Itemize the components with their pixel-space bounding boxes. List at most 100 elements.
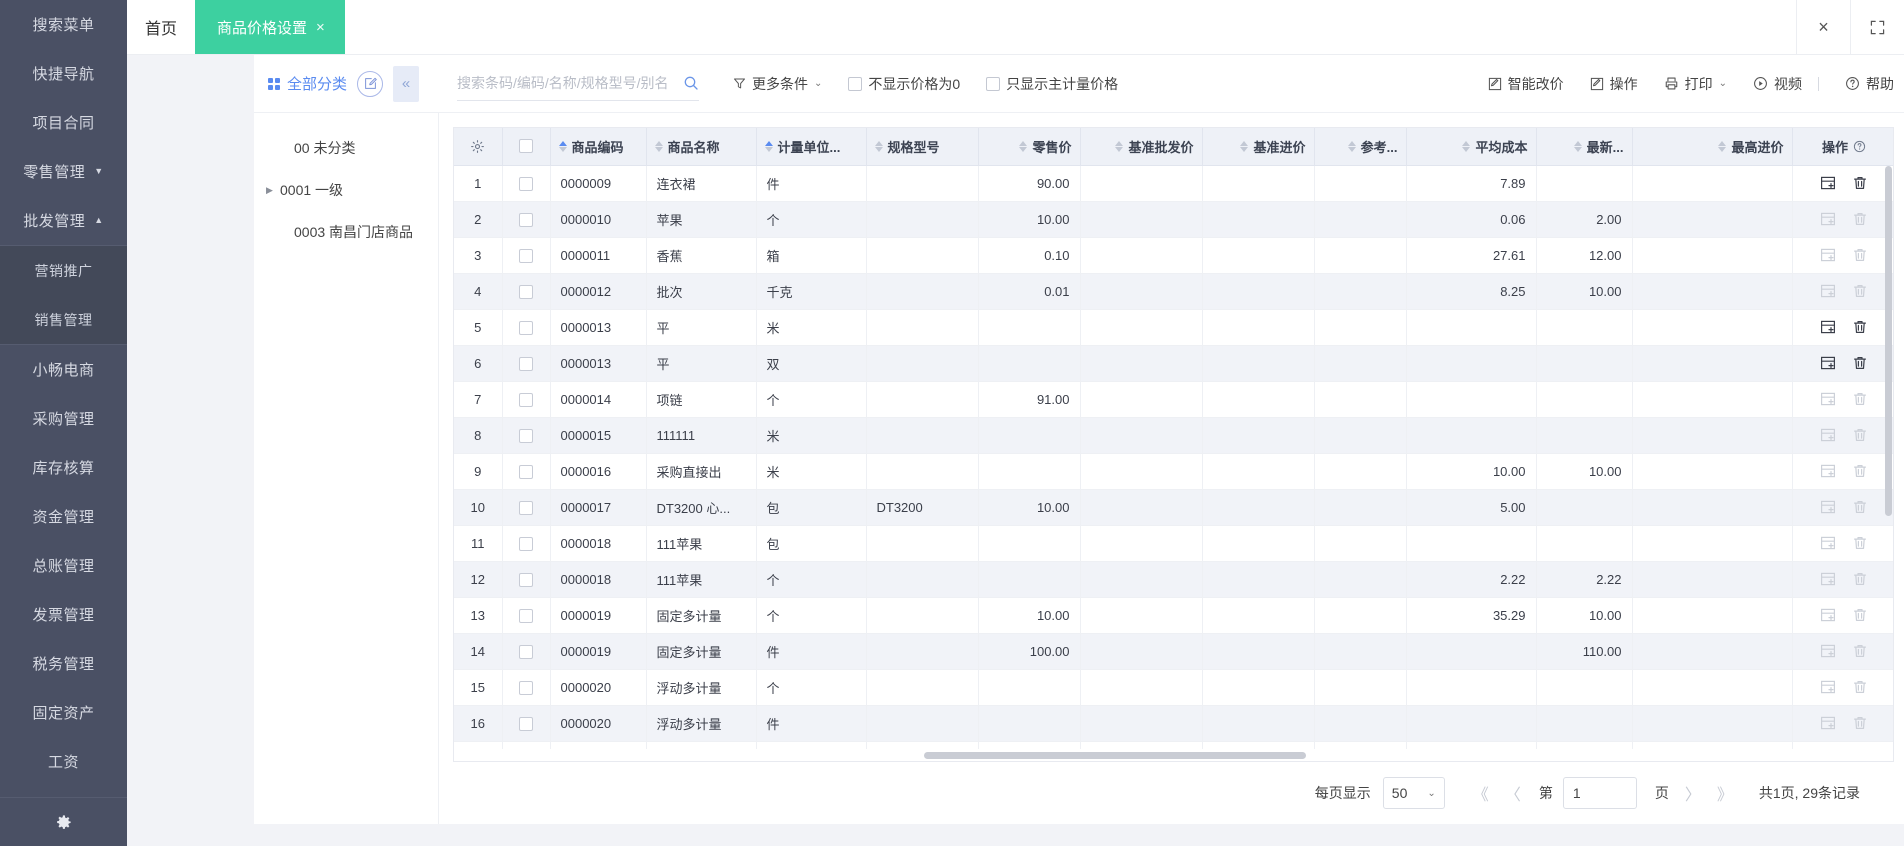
checkbox-hide-zero-price[interactable]: 不显示价格为0 (848, 74, 960, 94)
cell-actions[interactable] (1792, 453, 1893, 490)
sidebar-item-xiaochang-ecommerce[interactable]: 小畅电商 (0, 345, 127, 394)
print-button[interactable]: 打印 ⌄ (1664, 74, 1727, 94)
add-record-icon[interactable] (1820, 247, 1836, 263)
table-row[interactable]: 5 0000013 平米 (454, 309, 1893, 346)
delete-icon[interactable] (1852, 571, 1868, 587)
table-row[interactable]: 11 0000018 111苹果包 (454, 525, 1893, 562)
sort-icon[interactable] (1573, 140, 1582, 152)
cell-actions[interactable] (1792, 597, 1893, 634)
column-header-spec[interactable]: 规格型号 (866, 128, 979, 166)
operate-button[interactable]: 操作 (1590, 74, 1638, 94)
delete-icon[interactable] (1852, 535, 1868, 551)
table-row[interactable]: 1 0000009 连衣裙件 90.00 7.89 (454, 165, 1893, 202)
page-number-input[interactable] (1562, 777, 1637, 809)
column-settings-header[interactable] (454, 128, 503, 166)
checkbox-icon[interactable] (519, 680, 533, 695)
delete-icon[interactable] (1852, 643, 1868, 659)
sidebar-item-quick-nav[interactable]: 快捷导航 (0, 49, 127, 98)
row-checkbox-cell[interactable] (502, 381, 551, 418)
cell-actions[interactable] (1792, 309, 1893, 346)
add-record-icon[interactable] (1820, 355, 1836, 371)
column-header-code[interactable]: 商品编码 (550, 128, 647, 166)
cell-actions[interactable] (1792, 705, 1893, 742)
scrollbar-thumb[interactable] (1885, 166, 1892, 516)
table-row[interactable]: 15 0000020 浮动多计量个 (454, 669, 1893, 706)
delete-icon[interactable] (1852, 715, 1868, 731)
edit-category-button[interactable] (357, 70, 384, 97)
cell-actions[interactable] (1792, 237, 1893, 274)
cell-actions[interactable] (1792, 417, 1893, 454)
add-record-icon[interactable] (1820, 643, 1836, 659)
row-checkbox-cell[interactable] (502, 597, 551, 634)
row-checkbox-cell[interactable] (502, 273, 551, 310)
video-button[interactable]: 视频 (1753, 74, 1802, 94)
delete-icon[interactable] (1852, 391, 1868, 407)
table-row[interactable]: 8 0000015 111111 米 (454, 417, 1893, 454)
vertical-scrollbar[interactable] (1885, 166, 1892, 748)
last-page-button[interactable]: 》 (1716, 787, 1733, 804)
question-circle-icon[interactable] (1853, 140, 1866, 153)
add-record-icon[interactable] (1820, 535, 1836, 551)
delete-icon[interactable] (1852, 463, 1868, 479)
table-row[interactable]: 3 0000011 香蕉箱 0.10 27.61 12.00 (454, 237, 1893, 274)
checkbox-icon[interactable] (519, 356, 533, 371)
checkbox-icon[interactable] (519, 572, 533, 587)
add-record-icon[interactable] (1820, 571, 1836, 587)
per-page-select[interactable]: 50 ⌄ (1382, 777, 1445, 809)
delete-icon[interactable] (1852, 355, 1868, 371)
add-record-icon[interactable] (1820, 319, 1836, 335)
column-header-reference[interactable]: 参考... (1314, 128, 1407, 166)
checkbox-icon[interactable] (519, 139, 533, 154)
row-checkbox-cell[interactable] (502, 633, 551, 670)
sort-icon[interactable] (874, 140, 883, 152)
sort-icon[interactable] (1019, 140, 1028, 152)
window-close-button[interactable]: × (1796, 0, 1850, 54)
table-row[interactable]: 9 0000016 采购直接出米 10.00 10.00 (454, 453, 1893, 490)
sidebar-item-fixed-assets[interactable]: 固定资产 (0, 688, 127, 737)
select-all-header[interactable] (502, 128, 551, 166)
checkbox-main-unit-only[interactable]: 只显示主计量价格 (986, 74, 1118, 94)
checkbox-icon[interactable] (519, 608, 533, 623)
table-row[interactable]: 16 0000020 浮动多计量件 (454, 705, 1893, 742)
delete-icon[interactable] (1852, 283, 1868, 299)
search-box[interactable] (457, 67, 699, 101)
table-row[interactable]: 14 0000019 固定多计量件 100.00 110.00 (454, 633, 1893, 670)
add-record-icon[interactable] (1820, 391, 1836, 407)
sidebar-item-salary[interactable]: 工资 (0, 737, 127, 786)
column-header-base-wholesale-price[interactable]: 基准批发价 (1080, 128, 1203, 166)
checkbox-icon[interactable] (519, 392, 533, 407)
search-input[interactable] (457, 75, 677, 91)
table-row[interactable]: 17 0000021呵呵呵千克 (454, 741, 1893, 749)
sidebar-item-marketing-promotion[interactable]: 营销推广 (0, 246, 127, 295)
sidebar-item-purchase-management[interactable]: 采购管理 (0, 394, 127, 443)
sidebar-item-fund-management[interactable]: 资金管理 (0, 492, 127, 541)
sort-icon[interactable] (654, 140, 663, 152)
cell-actions[interactable] (1792, 489, 1893, 526)
sidebar-item-wholesale-management[interactable]: 批发管理 ▲ (0, 196, 127, 245)
sidebar-item-sales-management[interactable]: 销售管理 (0, 295, 127, 344)
table-row[interactable]: 10 0000017 DT3200 心... 包 DT3200 10.00 5.00 (454, 489, 1893, 526)
next-page-button[interactable]: 〉 (1684, 787, 1701, 804)
add-record-icon[interactable] (1820, 211, 1836, 227)
delete-icon[interactable] (1852, 247, 1868, 263)
delete-icon[interactable] (1852, 211, 1868, 227)
sidebar-item-inventory-accounting[interactable]: 库存核算 (0, 443, 127, 492)
row-checkbox-cell[interactable] (502, 741, 551, 749)
sort-icon[interactable] (1347, 140, 1356, 152)
close-icon[interactable]: × (316, 18, 325, 36)
chevron-right-icon[interactable]: ▶ (266, 184, 273, 195)
delete-icon[interactable] (1852, 607, 1868, 623)
sort-icon[interactable] (558, 140, 567, 152)
delete-icon[interactable] (1852, 175, 1868, 191)
add-record-icon[interactable] (1820, 715, 1836, 731)
row-checkbox-cell[interactable] (502, 705, 551, 742)
cell-actions[interactable] (1792, 201, 1893, 238)
checkbox-icon[interactable] (519, 644, 533, 659)
tab-home[interactable]: 首页 (127, 0, 195, 54)
sidebar-item-tax-management[interactable]: 税务管理 (0, 639, 127, 688)
checkbox-icon[interactable] (848, 76, 863, 91)
row-checkbox-cell[interactable] (502, 201, 551, 238)
scrollbar-thumb[interactable] (924, 752, 1306, 759)
add-record-icon[interactable] (1820, 175, 1836, 191)
column-header-latest[interactable]: 最新... (1536, 128, 1633, 166)
